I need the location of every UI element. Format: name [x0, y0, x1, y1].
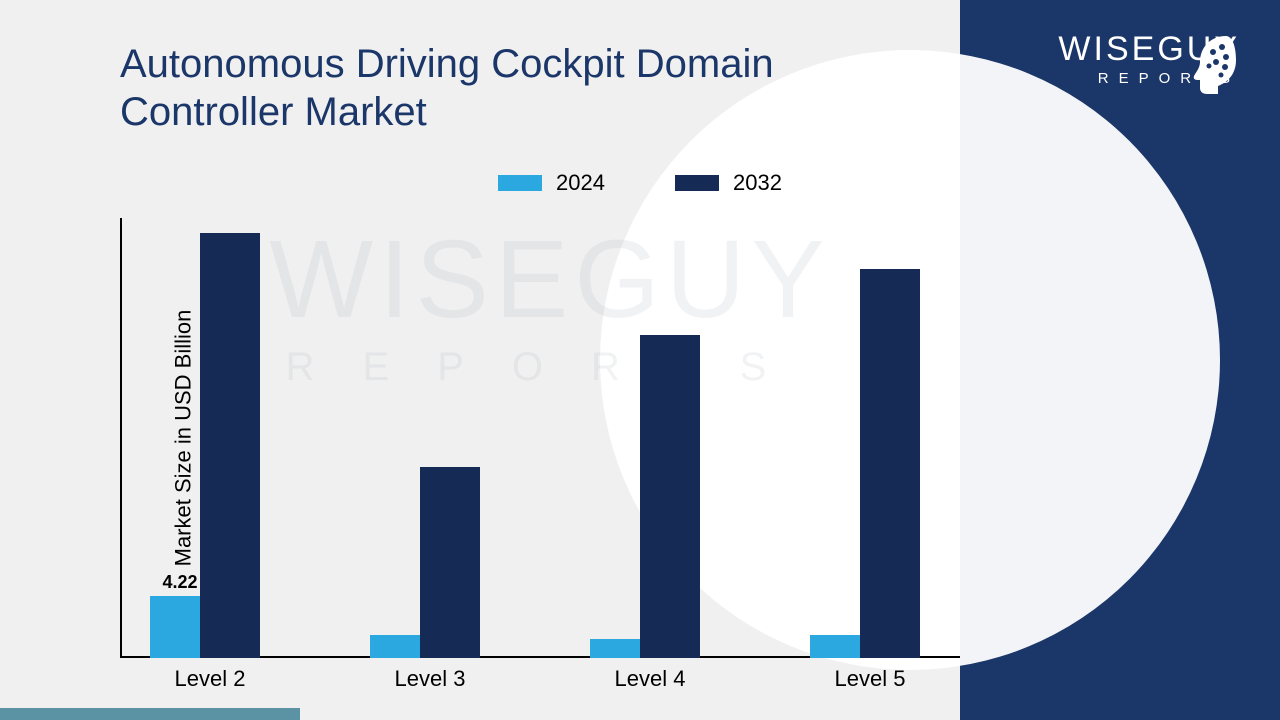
legend-label-2024: 2024 — [556, 170, 605, 196]
legend: 2024 2032 — [0, 170, 1280, 196]
x-tick-label: Level 2 — [150, 666, 270, 692]
chart-title: Autonomous Driving Cockpit Domain Contro… — [120, 40, 890, 136]
bar — [200, 233, 260, 658]
footer-accent-bar — [0, 708, 300, 720]
x-tick-label: Level 5 — [810, 666, 930, 692]
legend-label-2032: 2032 — [733, 170, 782, 196]
bar — [640, 335, 700, 658]
legend-swatch-2024 — [498, 175, 542, 191]
brand-logo: WISEGUY REPORTS — [1058, 32, 1240, 87]
legend-swatch-2032 — [675, 175, 719, 191]
brain-head-icon — [1176, 30, 1246, 100]
bar — [420, 467, 480, 658]
x-tick-label: Level 3 — [370, 666, 490, 692]
legend-item-2032: 2032 — [675, 170, 782, 196]
bars-container: 4.22Level 2Level 3Level 4Level 5 — [120, 218, 960, 658]
legend-item-2024: 2024 — [498, 170, 605, 196]
plot-area: Market Size in USD Billion 4.22Level 2Le… — [120, 218, 960, 658]
bar — [860, 269, 920, 658]
chart-canvas: WISEGUY REPORTS WISEGUY REPORTS Autonomo… — [0, 0, 1280, 720]
x-tick-label: Level 4 — [590, 666, 710, 692]
